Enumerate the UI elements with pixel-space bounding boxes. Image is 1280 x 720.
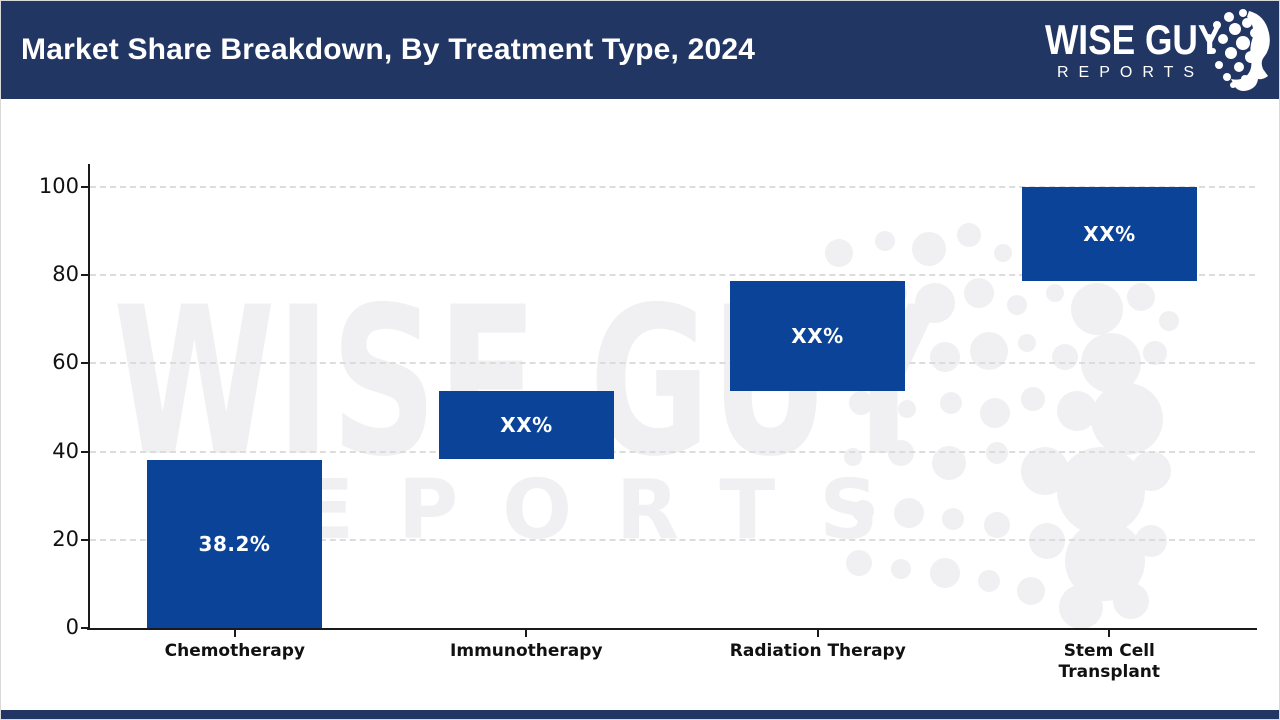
y-tick-mark — [81, 627, 88, 629]
wiseguy-face-icon — [1206, 9, 1270, 91]
y-tick-label: 80 — [52, 262, 79, 287]
wiseguy-logo: WISE GUY REPORTS — [1005, 7, 1273, 93]
y-tick-label: 100 — [38, 174, 79, 198]
gridline — [90, 362, 1255, 365]
x-category-label: Chemotherapy — [164, 641, 305, 661]
y-tick-label: 20 — [52, 526, 79, 551]
y-tick-mark — [81, 274, 88, 277]
x-category-label: Immunotherapy — [450, 641, 603, 661]
chart-title: Market Share Breakdown, By Treatment Typ… — [21, 33, 756, 66]
y-tick-mark — [81, 538, 88, 541]
x-axis-line — [87, 628, 1257, 630]
logo-wordmark: WISE GUY — [1045, 16, 1222, 63]
bar-value-label: XX% — [791, 323, 844, 348]
x-tick-mark — [525, 630, 528, 637]
bar-stem-cell-transplant: XX% — [1022, 187, 1197, 281]
y-tick-label: 0 — [65, 615, 79, 639]
y-tick-mark — [81, 186, 88, 188]
x-tick-mark — [816, 630, 819, 637]
x-category-label: Radiation Therapy — [729, 641, 906, 661]
logo-text-block: WISE GUY REPORTS — [1045, 19, 1255, 82]
footer-bar — [1, 710, 1279, 719]
bar-immunotherapy: XX% — [439, 390, 614, 460]
x-tick-mark — [233, 630, 236, 637]
bar-value-label: 38.2% — [198, 531, 271, 556]
bar-value-label: XX% — [500, 413, 553, 438]
y-tick-label: 60 — [52, 350, 79, 375]
bar-radiation-therapy: XX% — [730, 280, 905, 391]
x-tick-mark — [1108, 630, 1111, 637]
header-bar: Market Share Breakdown, By Treatment Typ… — [1, 1, 1279, 99]
logo-subtext: REPORTS — [1057, 64, 1205, 81]
y-tick-mark — [81, 450, 88, 453]
y-tick-mark — [81, 362, 88, 365]
bar-chemotherapy: 38.2% — [147, 459, 322, 628]
bar-value-label: XX% — [1083, 221, 1136, 246]
y-tick-label: 40 — [52, 438, 79, 463]
gridline — [90, 186, 1255, 188]
y-axis-line — [88, 164, 90, 630]
gridline — [90, 538, 1255, 541]
gridline — [90, 274, 1255, 277]
x-category-label: Stem Cell Transplant — [1058, 641, 1161, 682]
gridline — [90, 450, 1255, 453]
